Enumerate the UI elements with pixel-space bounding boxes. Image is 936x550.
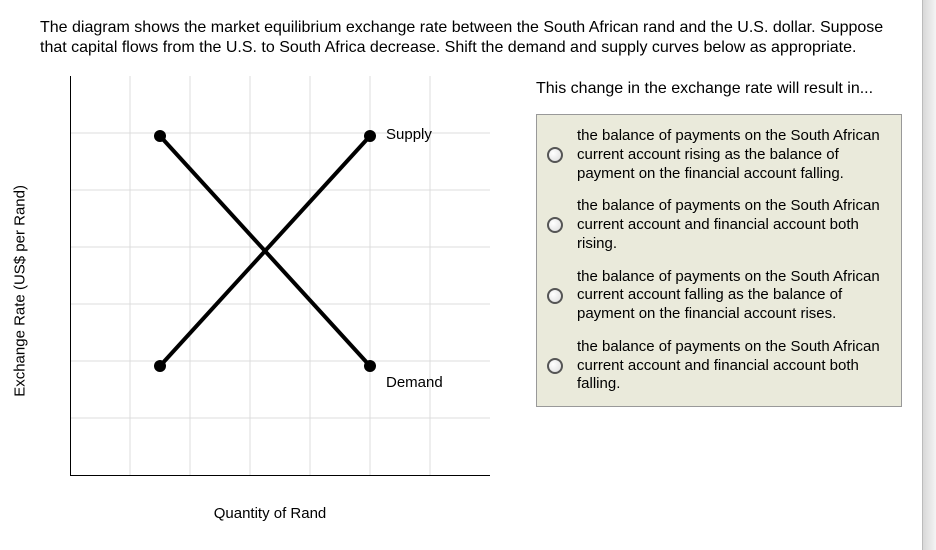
radio-icon[interactable] [547,288,563,304]
page-right-edge [922,0,936,550]
option-text: the balance of payments on the South Afr… [577,197,887,253]
result-prompt: This change in the exchange rate will re… [536,80,902,98]
supply-endpoint-high[interactable] [364,130,376,142]
y-axis-label: Exchange Rate (US$ per Rand) [12,185,29,397]
demand-endpoint-high[interactable] [154,130,166,142]
supply-endpoint-low[interactable] [154,360,166,372]
option-text: the balance of payments on the South Afr… [577,338,887,394]
options-box: the balance of payments on the South Afr… [536,114,902,407]
option-row[interactable]: the balance of payments on the South Afr… [547,197,887,253]
supply-demand-plot[interactable]: Supply Demand [70,76,490,476]
content-row: Exchange Rate (US$ per Rand) [40,76,902,516]
question-text: The diagram shows the market equilibrium… [40,18,900,58]
option-text: the balance of payments on the South Afr… [577,268,887,324]
radio-icon[interactable] [547,358,563,374]
answer-panel: This change in the exchange rate will re… [500,76,902,407]
chart-area: Exchange Rate (US$ per Rand) [40,76,500,516]
radio-icon[interactable] [547,147,563,163]
radio-icon[interactable] [547,217,563,233]
question-container: The diagram shows the market equilibrium… [0,0,936,526]
option-row[interactable]: the balance of payments on the South Afr… [547,268,887,324]
option-text: the balance of payments on the South Afr… [577,127,887,183]
option-row[interactable]: the balance of payments on the South Afr… [547,127,887,183]
supply-label: Supply [386,126,432,143]
x-axis-label: Quantity of Rand [214,505,327,522]
option-row[interactable]: the balance of payments on the South Afr… [547,338,887,394]
demand-label: Demand [386,374,443,391]
demand-endpoint-low[interactable] [364,360,376,372]
